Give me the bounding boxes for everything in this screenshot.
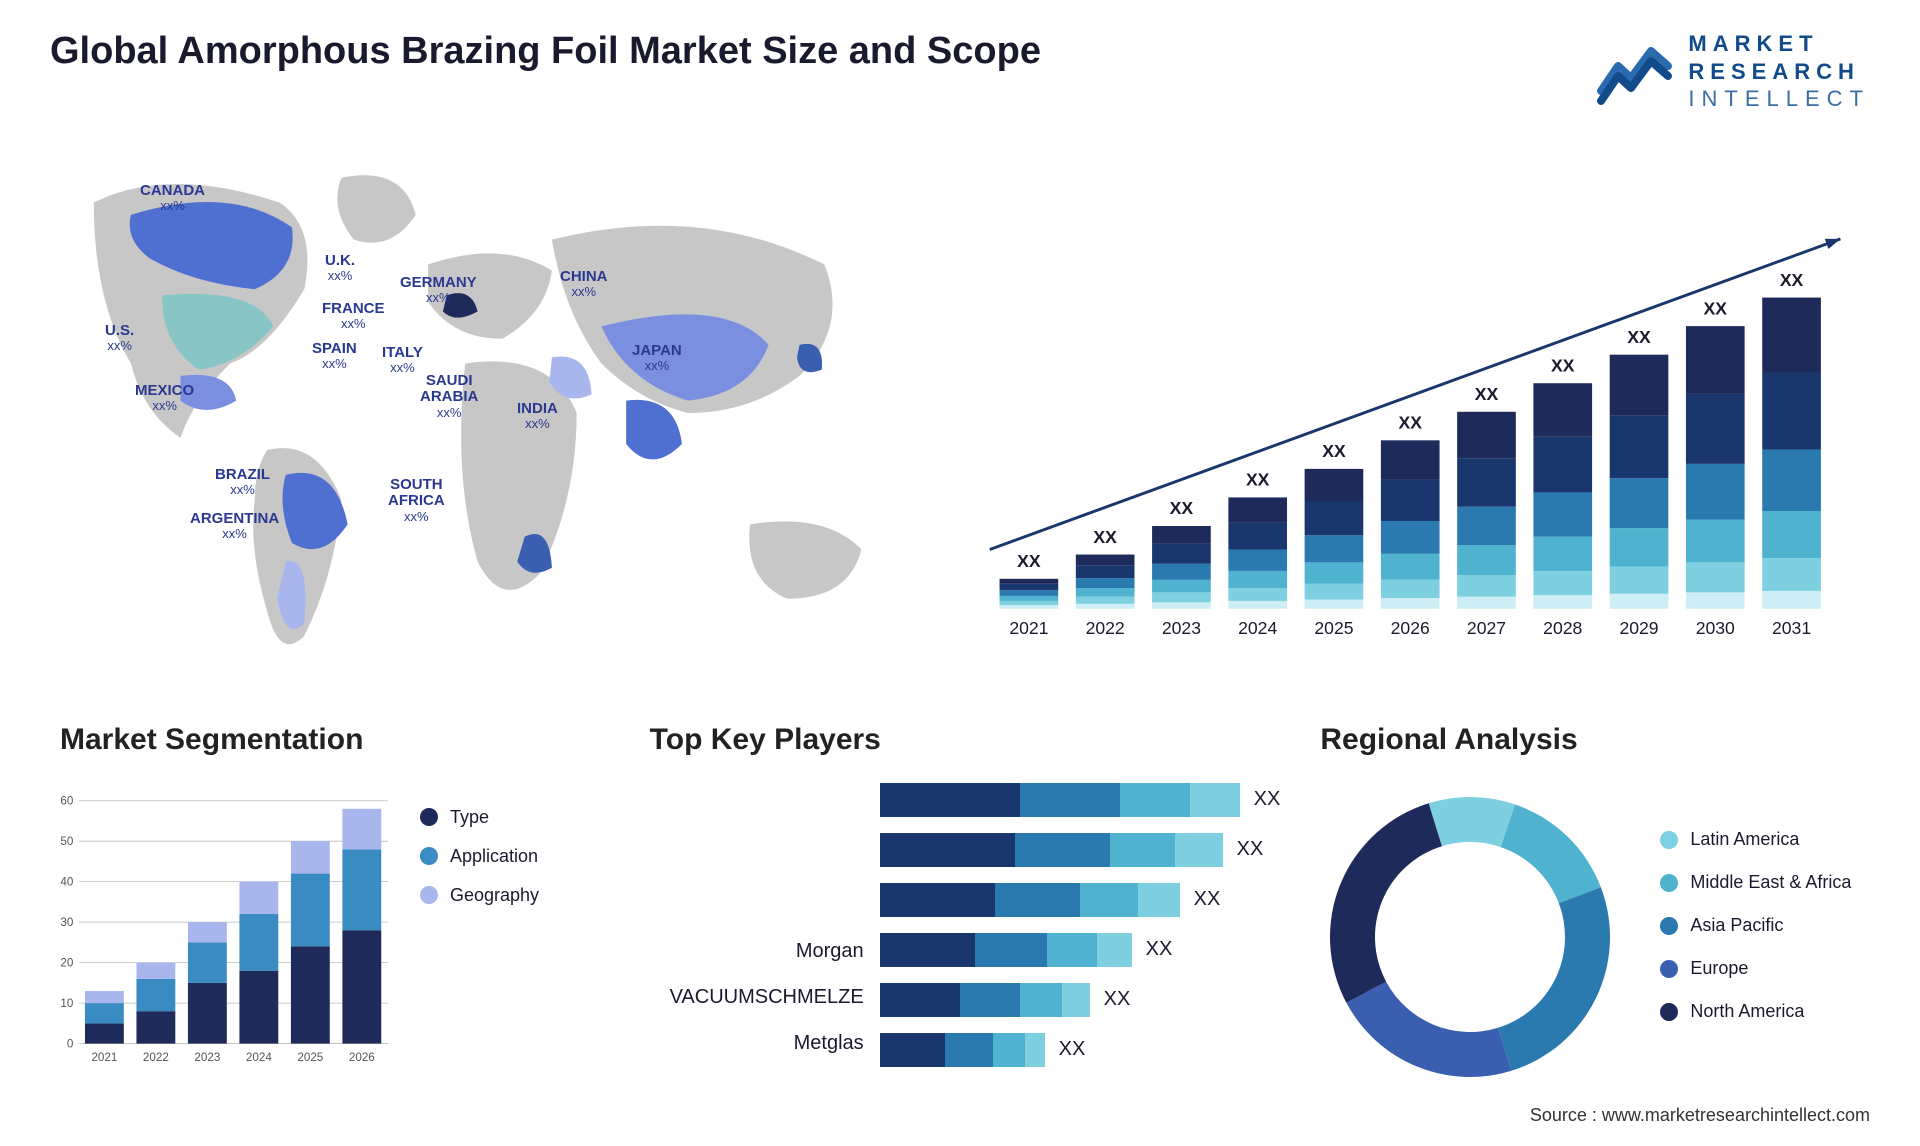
svg-text:0: 0 <box>67 1037 74 1050</box>
players-panel: Top Key Players MorganVACUUMSCHMELZEMetg… <box>640 723 1281 1103</box>
svg-text:2030: 2030 <box>1696 618 1735 638</box>
svg-text:XX: XX <box>1322 441 1346 461</box>
map-label: ARGENTINAxx% <box>190 511 279 542</box>
players-bars-chart: XXXXXXXXXXXX <box>880 777 1281 1077</box>
player-label: Morgan <box>640 929 870 975</box>
svg-text:50: 50 <box>60 835 73 848</box>
map-label: BRAZILxx% <box>215 467 270 498</box>
map-label: JAPANxx% <box>632 343 682 374</box>
logo-line2: RESEARCH <box>1688 58 1870 86</box>
player-label: VACUUMSCHMELZE <box>640 975 870 1021</box>
svg-text:XX: XX <box>1551 355 1575 375</box>
svg-text:2021: 2021 <box>91 1051 117 1064</box>
svg-text:2022: 2022 <box>1086 618 1125 638</box>
svg-text:30: 30 <box>60 916 73 929</box>
svg-text:2021: 2021 <box>1009 618 1048 638</box>
svg-text:XX: XX <box>1246 469 1270 489</box>
segmentation-legend: Type Application Geography <box>420 777 539 924</box>
svg-text:XX: XX <box>1627 326 1651 346</box>
svg-text:2028: 2028 <box>1543 618 1582 638</box>
legend-item: North America <box>1660 1001 1851 1022</box>
svg-text:XX: XX <box>1475 384 1499 404</box>
world-map-chart: CANADAxx% U.S.xx%MEXICOxx% BRAZILxx% ARGENT… <box>50 153 930 673</box>
svg-text:2025: 2025 <box>1314 618 1353 638</box>
legend-item: Europe <box>1660 958 1851 979</box>
regional-panel: Regional Analysis Latin America Middle Ea… <box>1310 723 1870 1103</box>
svg-text:2031: 2031 <box>1772 618 1811 638</box>
player-bar-row: XX <box>880 777 1281 823</box>
legend-item: Middle East & Africa <box>1660 872 1851 893</box>
svg-text:2029: 2029 <box>1619 618 1658 638</box>
player-label <box>640 883 870 929</box>
player-label: Metglas <box>640 1021 870 1067</box>
map-label: ITALYxx% <box>382 345 423 376</box>
growth-bar-chart: XX 2021 XX 2022 XX 2023 XX 2024 XX 2025 XX 2026 XX 20… <box>970 153 1870 673</box>
svg-text:XX: XX <box>1398 412 1422 432</box>
player-bar-row: XX <box>880 977 1281 1023</box>
map-label: SAUDIARABIAxx% <box>420 373 478 420</box>
legend-item: Application <box>420 846 539 867</box>
svg-text:2022: 2022 <box>143 1051 169 1064</box>
svg-text:2026: 2026 <box>349 1051 375 1064</box>
svg-text:10: 10 <box>60 996 73 1009</box>
svg-text:2027: 2027 <box>1467 618 1506 638</box>
player-bar-row: XX <box>880 877 1281 923</box>
svg-text:XX: XX <box>1780 269 1804 289</box>
logo-line3: INTELLECT <box>1688 85 1870 113</box>
regional-donut-chart <box>1310 777 1630 1097</box>
svg-text:2025: 2025 <box>297 1051 323 1064</box>
map-label: INDIAxx% <box>517 401 558 432</box>
player-bar-row: XX <box>880 827 1281 873</box>
segmentation-chart: 0 10 20 30 40 50 60 2021 2022 2023 2024 2025 2026 <box>50 777 390 1077</box>
svg-text:XX: XX <box>1017 551 1041 571</box>
svg-text:2023: 2023 <box>194 1051 220 1064</box>
segmentation-title: Market Segmentation <box>60 723 610 757</box>
map-label: FRANCExx% <box>322 301 385 332</box>
players-title: Top Key Players <box>650 723 1281 757</box>
map-label: CHINAxx% <box>560 269 608 300</box>
map-label: U.S.xx% <box>105 323 134 354</box>
map-label: MEXICOxx% <box>135 383 194 414</box>
source-attribution: Source : www.marketresearchintellect.com <box>1530 1105 1870 1126</box>
svg-text:XX: XX <box>1093 526 1117 546</box>
players-labels: MorganVACUUMSCHMELZEMetglas <box>640 777 870 1077</box>
svg-text:60: 60 <box>60 794 73 807</box>
segmentation-panel: Market Segmentation 0 10 20 30 40 50 60 2021 202… <box>50 723 610 1103</box>
map-label: U.K.xx% <box>325 253 355 284</box>
svg-text:2024: 2024 <box>1238 618 1277 638</box>
player-label <box>640 837 870 883</box>
svg-text:20: 20 <box>60 956 73 969</box>
map-label: SPAINxx% <box>312 341 357 372</box>
svg-text:XX: XX <box>1170 498 1194 518</box>
svg-text:2024: 2024 <box>246 1051 272 1064</box>
legend-item: Type <box>420 807 539 828</box>
map-label: CANADAxx% <box>140 183 205 214</box>
logo-line1: MARKET <box>1688 30 1870 58</box>
player-bar-row: XX <box>880 927 1281 973</box>
svg-text:40: 40 <box>60 875 73 888</box>
legend-item: Geography <box>420 885 539 906</box>
regional-title: Regional Analysis <box>1320 723 1870 757</box>
map-label: GERMANYxx% <box>400 275 477 306</box>
regional-legend: Latin America Middle East & Africa Asia Pa… <box>1660 829 1851 1044</box>
page-title: Global Amorphous Brazing Foil Market Siz… <box>50 30 1041 73</box>
svg-text:2026: 2026 <box>1391 618 1430 638</box>
legend-item: Asia Pacific <box>1660 915 1851 936</box>
logo-mark-icon <box>1596 36 1676 106</box>
brand-logo: MARKET RESEARCH INTELLECT <box>1596 30 1870 113</box>
map-label: SOUTHAFRICAxx% <box>388 477 445 524</box>
svg-text:XX: XX <box>1704 298 1728 318</box>
player-bar-row: XX <box>880 1027 1281 1073</box>
player-label <box>640 791 870 837</box>
legend-item: Latin America <box>1660 829 1851 850</box>
svg-text:2023: 2023 <box>1162 618 1201 638</box>
